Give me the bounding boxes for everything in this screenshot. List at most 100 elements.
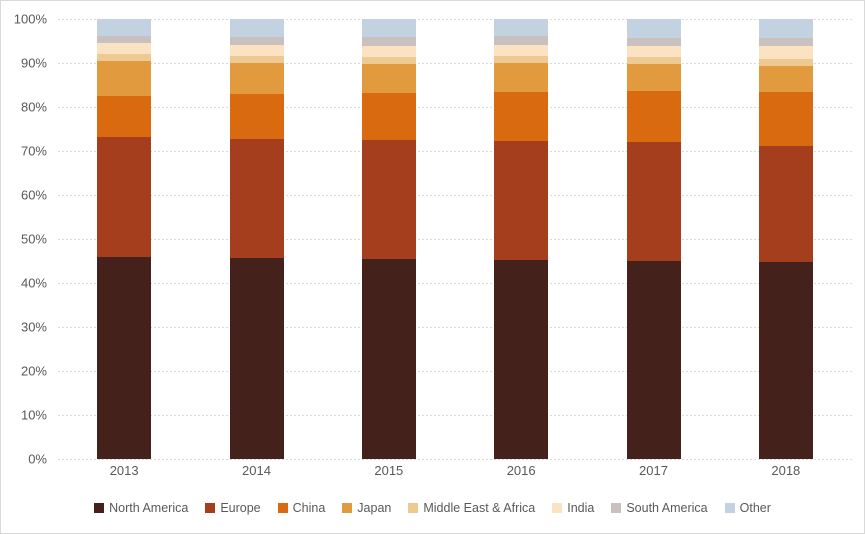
bar-segment-india-2017[interactable] [626,46,681,58]
gridline-90 [58,63,852,64]
bar-segment-japan-2013[interactable] [97,61,152,96]
legend-swatch-other [724,503,735,513]
bar-segment-middle-east-africa-2015[interactable] [361,57,416,65]
legend-label-north-america: North America [109,501,189,515]
legend-item-south-america[interactable]: South America [611,501,708,515]
bar-segment-india-2018[interactable] [758,46,813,59]
bar-segment-north-america-2016[interactable] [494,260,549,459]
bar-segment-south-america-2017[interactable] [626,37,681,47]
bar-segment-other-2013[interactable] [97,19,152,36]
x-axis-label-2013: 2013 [109,463,139,478]
y-axis-tick-label-30: 30% [20,319,47,335]
bar-segment-europe-2015[interactable] [361,140,416,259]
bar-segment-india-2015[interactable] [361,46,416,58]
legend-swatch-japan [342,503,353,513]
bar-segment-japan-2014[interactable] [229,63,284,94]
legend-swatch-china [277,503,288,513]
y-axis-tick-label-10: 10% [20,407,47,423]
x-axis-label-2017: 2017 [639,463,668,478]
bar-segment-south-america-2013[interactable] [97,35,152,43]
bar-segment-middle-east-africa-2016[interactable] [494,56,549,64]
legend-item-china[interactable]: China [277,501,326,515]
legend-item-north-america[interactable]: North America [94,501,188,515]
bar-segment-europe-2013[interactable] [97,136,152,257]
bar-2013 [97,19,152,459]
bar-segment-south-america-2016[interactable] [494,35,549,46]
bar-segment-south-america-2015[interactable] [361,36,416,47]
bar-2018 [758,19,813,459]
bar-segment-china-2014[interactable] [229,93,284,140]
legend-label-other: Other [739,501,771,515]
bar-2016 [494,19,549,459]
bar-segment-other-2016[interactable] [494,19,549,36]
bar-segment-south-america-2014[interactable] [229,36,284,46]
x-axis-label-2016: 2016 [506,463,536,478]
bar-segment-europe-2014[interactable] [229,139,284,258]
plot-area [58,19,852,460]
y-axis-tick-label-50: 50% [20,231,47,247]
legend-swatch-india [552,503,563,513]
bar-segment-north-america-2013[interactable] [97,256,152,459]
bar-segment-india-2016[interactable] [494,45,549,57]
legend-label-india: India [567,501,595,515]
y-axis-tick-label-80: 80% [20,99,47,115]
legend-item-europe[interactable]: Europe [205,501,261,515]
bar-segment-middle-east-africa-2017[interactable] [626,57,681,65]
bar-segment-north-america-2017[interactable] [626,261,681,459]
bar-segment-japan-2017[interactable] [626,64,681,91]
bar-segment-other-2018[interactable] [758,19,813,39]
gridline-70 [58,151,852,152]
gridline-80 [58,107,852,108]
y-axis-tick-label-0: 0% [28,451,47,467]
bar-segment-middle-east-africa-2018[interactable] [758,58,813,66]
bar-2015 [361,19,416,459]
gridline-100 [58,19,852,20]
y-axis-tick-label-60: 60% [20,187,47,203]
legend-item-japan[interactable]: Japan [342,501,391,515]
bar-segment-japan-2016[interactable] [494,63,549,92]
bar-segment-china-2013[interactable] [97,95,152,137]
bar-segment-north-america-2018[interactable] [758,261,813,459]
bar-segment-middle-east-africa-2013[interactable] [97,53,152,62]
bar-segment-europe-2017[interactable] [626,141,681,261]
x-axis-label-2014: 2014 [242,463,271,478]
legend-label-middle-east-africa: Middle East & Africa [423,501,536,515]
gridline-60 [58,195,852,196]
legend-swatch-europe [205,503,216,513]
legend-item-other[interactable]: Other [724,501,771,515]
y-axis-tick-label-90: 90% [20,55,47,71]
bar-segment-china-2018[interactable] [758,91,813,146]
bar-segment-middle-east-africa-2014[interactable] [229,56,284,64]
bar-segment-china-2015[interactable] [361,92,416,141]
bar-2017 [626,19,681,459]
bar-segment-other-2015[interactable] [361,19,416,37]
legend: North America Europe China Japan Middle East… [1,501,864,515]
bar-segment-india-2013[interactable] [97,42,152,54]
bar-segment-india-2014[interactable] [229,45,284,57]
gridline-40 [58,283,852,284]
x-axis-label-2015: 2015 [374,463,404,478]
bar-segment-north-america-2014[interactable] [229,257,284,459]
bar-segment-japan-2018[interactable] [758,65,813,92]
legend-label-south-america: South America [626,501,708,515]
bar-segment-europe-2016[interactable] [494,140,549,261]
y-axis-tick-label-100: 100% [13,11,47,27]
legend-item-middle-east-africa[interactable]: Middle East & Africa [408,501,535,515]
y-axis-tick-label-20: 20% [20,363,47,379]
bar-segment-europe-2018[interactable] [758,145,813,262]
x-axis: 2013 2014 2015 2016 2017 2018 [58,463,852,483]
gridline-0 [58,459,852,460]
bar-segment-china-2016[interactable] [494,91,549,141]
gridline-30 [58,327,852,328]
bar-segment-other-2014[interactable] [229,19,284,37]
legend-label-china: China [292,501,326,515]
legend-item-india[interactable]: India [552,501,594,515]
bar-segment-north-america-2015[interactable] [361,258,416,459]
legend-swatch-north-america [94,503,105,513]
bar-segment-other-2017[interactable] [626,19,681,38]
bar-segment-japan-2015[interactable] [361,64,416,93]
bar-segment-south-america-2018[interactable] [758,38,813,47]
bar-segment-china-2017[interactable] [626,90,681,142]
legend-label-europe: Europe [220,501,261,515]
legend-swatch-south-america [611,503,622,513]
